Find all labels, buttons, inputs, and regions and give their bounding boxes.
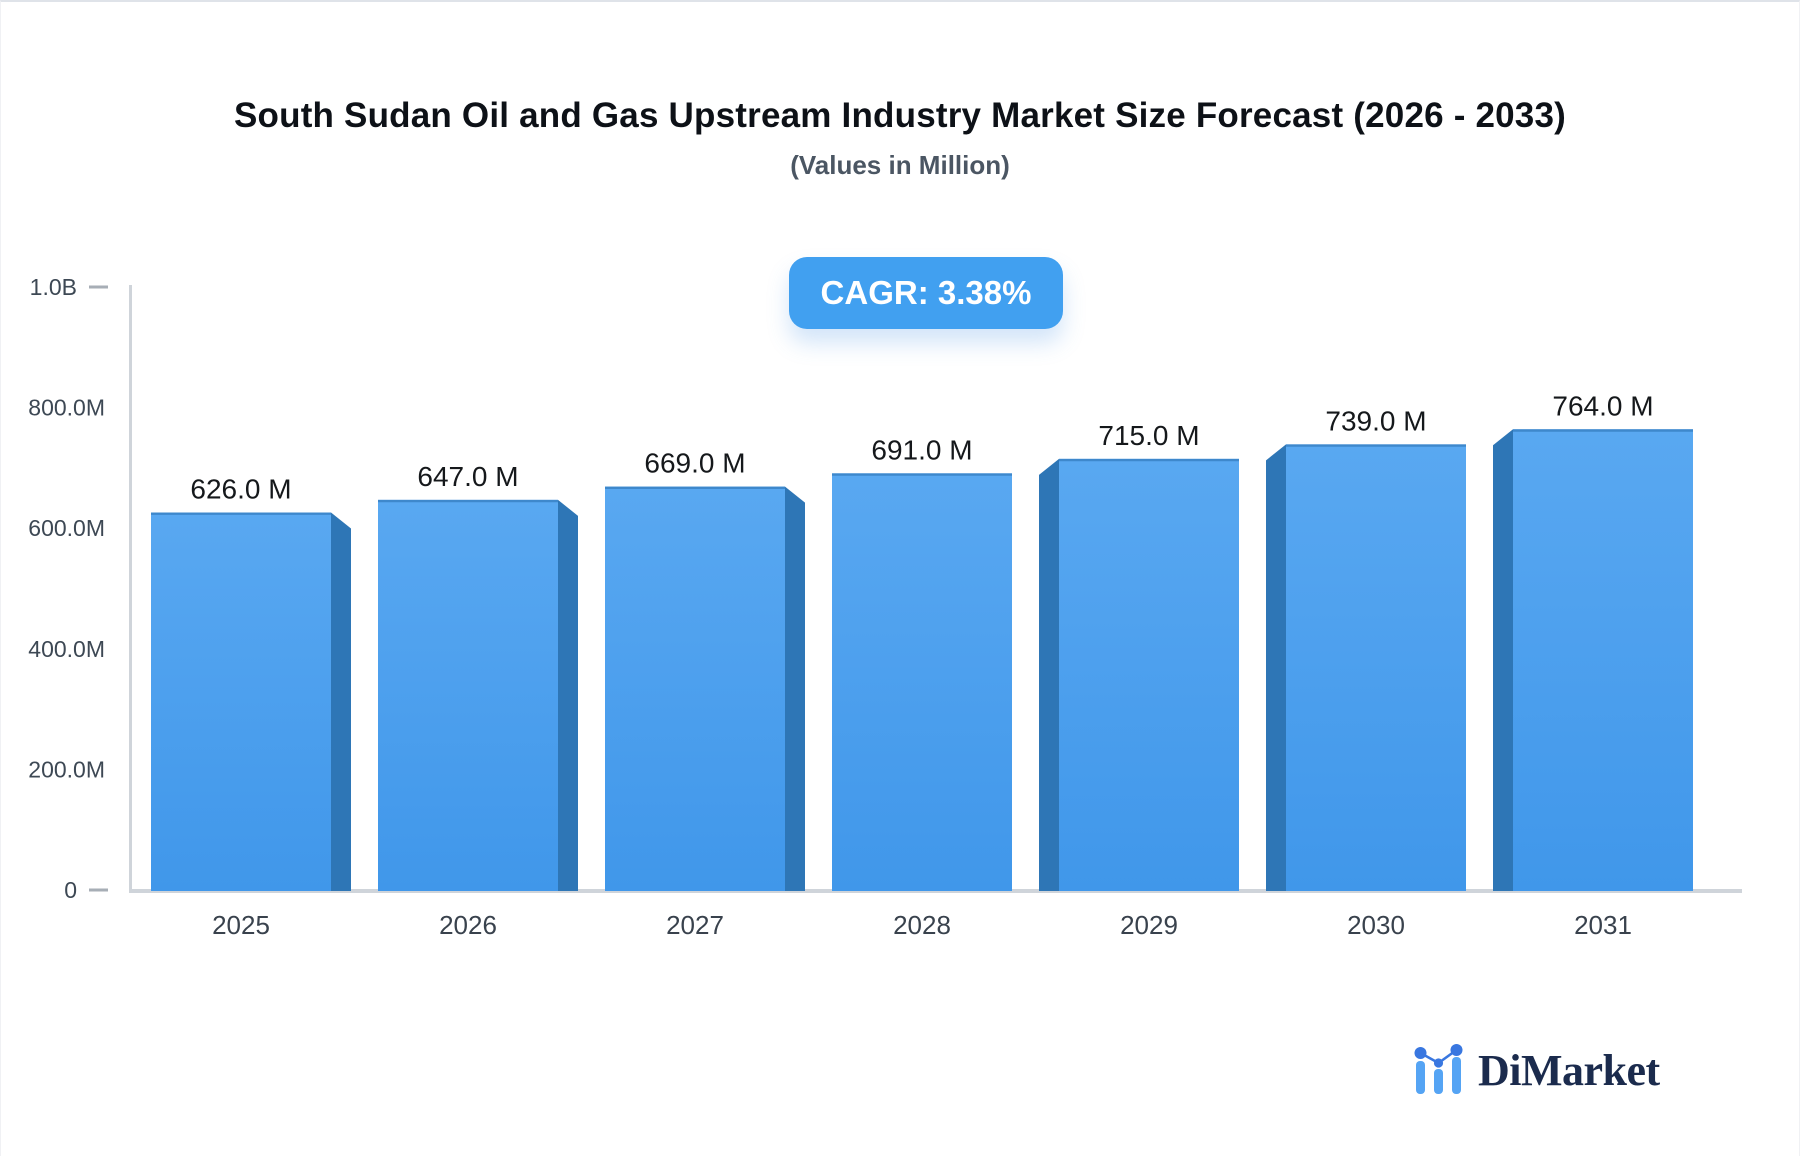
y-axis-line [129,285,132,890]
bar-side-face [558,499,578,891]
y-axis-label: 600.0M [28,515,105,541]
bar-2029[interactable] [1039,458,1239,891]
bar-2028[interactable] [832,473,1012,891]
bar-side-face [1266,444,1286,891]
bar-front-face[interactable] [832,473,1012,891]
bar-2027[interactable] [605,486,805,891]
chart-title: South Sudan Oil and Gas Upstream Industr… [234,96,1566,135]
y-axis-label: 1.0B [30,274,77,300]
bar-side-face [1039,458,1059,891]
x-axis-label: 2025 [212,910,270,940]
bar-front-face[interactable] [1513,429,1693,891]
brand-logo: DiMarket [1414,1038,1660,1096]
bar-value-label: 691.0 M [871,434,972,465]
x-axis-label: 2026 [439,910,497,940]
x-axis-label: 2029 [1120,910,1178,940]
bar-2031[interactable] [1493,429,1693,891]
bar-value-label: 715.0 M [1098,420,1199,451]
chart-subtitle: (Values in Million) [790,150,1010,180]
bar-value-label: 739.0 M [1325,405,1426,436]
bar-front-face[interactable] [1059,458,1239,891]
bar-value-label: 764.0 M [1552,390,1653,421]
cagr-badge: CAGR: 3.38% [789,257,1063,329]
bar-front-face[interactable] [378,499,558,891]
bar-2025[interactable] [151,512,351,891]
y-axis-label: 800.0M [28,395,105,421]
dimarket-logo-icon [1414,1044,1463,1094]
bar-2030[interactable] [1266,444,1466,891]
x-axis-label: 2027 [666,910,724,940]
brand-name: DiMarket [1478,1046,1660,1095]
y-axis-label: 0 [64,877,77,903]
y-axis-label: 400.0M [28,636,105,662]
bar-front-face[interactable] [605,486,785,891]
bar-side-face [1493,429,1513,891]
bar-side-face [785,486,805,891]
labels-layer: 1.0B 800.0M 600.0M 400.0M 200.0M 0 626.0 M 2025… [28,274,1653,940]
x-axis-label: 2030 [1347,910,1405,940]
y-axis-tick [89,285,108,289]
bar-side-face [331,512,351,891]
bar-front-face[interactable] [151,512,331,891]
bar-2026[interactable] [378,499,578,891]
bars-layer [151,429,1693,891]
y-axis-tick [89,888,108,892]
bar-value-label: 626.0 M [190,474,291,505]
y-axis-label: 200.0M [28,756,105,782]
bar-front-face[interactable] [1286,444,1466,891]
x-axis-label: 2031 [1574,910,1632,940]
bar-value-label: 669.0 M [644,448,745,479]
x-axis-label: 2028 [893,910,951,940]
bar-value-label: 647.0 M [417,461,518,492]
